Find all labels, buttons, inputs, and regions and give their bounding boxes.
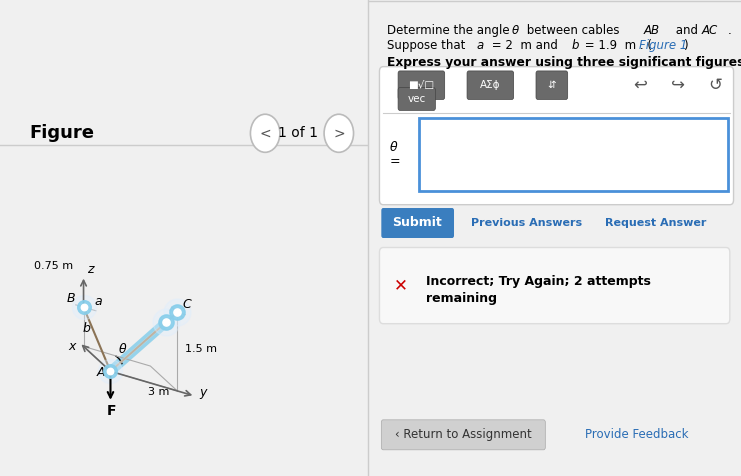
- Text: Previous Answers: Previous Answers: [471, 218, 582, 228]
- Text: Determine the angle: Determine the angle: [387, 24, 514, 38]
- Point: [78, 303, 90, 311]
- Text: =: =: [390, 155, 401, 169]
- Point: [104, 367, 116, 375]
- FancyBboxPatch shape: [382, 420, 545, 450]
- Text: 1 of 1: 1 of 1: [279, 126, 319, 140]
- FancyBboxPatch shape: [398, 71, 445, 99]
- Text: AC: AC: [702, 24, 718, 38]
- Circle shape: [250, 114, 280, 152]
- Text: y: y: [199, 386, 206, 399]
- Text: Express your answer using three significant figures.: Express your answer using three signific…: [387, 56, 741, 69]
- Text: a: a: [476, 39, 484, 52]
- Text: 0.75 m: 0.75 m: [34, 260, 73, 270]
- Text: Submit: Submit: [393, 216, 442, 229]
- Circle shape: [324, 114, 353, 152]
- Point: [104, 367, 116, 375]
- Point: [171, 308, 183, 316]
- Text: 1.5 m: 1.5 m: [185, 344, 216, 354]
- Text: ↺: ↺: [708, 76, 722, 94]
- Text: B: B: [67, 292, 76, 306]
- Text: ): ): [683, 39, 688, 52]
- Text: θ: θ: [390, 141, 397, 154]
- Text: F: F: [107, 404, 116, 417]
- Text: vec: vec: [408, 94, 426, 104]
- Text: Suppose that: Suppose that: [387, 39, 469, 52]
- Text: Incorrect; Try Again; 2 attempts: Incorrect; Try Again; 2 attempts: [426, 275, 651, 288]
- Text: x: x: [68, 339, 76, 353]
- Text: remaining: remaining: [426, 292, 497, 306]
- Text: C: C: [183, 298, 192, 311]
- FancyBboxPatch shape: [379, 248, 730, 324]
- FancyBboxPatch shape: [398, 88, 436, 110]
- Text: = 1.9  m . (: = 1.9 m . (: [582, 39, 653, 52]
- Text: AΣϕ: AΣϕ: [480, 79, 501, 90]
- Text: b: b: [82, 322, 90, 335]
- Point: [171, 308, 183, 316]
- Text: ✕: ✕: [394, 277, 408, 295]
- Point: [104, 367, 116, 375]
- Text: A: A: [96, 366, 105, 379]
- Point: [171, 308, 183, 316]
- Text: and: and: [672, 24, 702, 38]
- Text: b: b: [571, 39, 579, 52]
- Text: between cables: between cables: [523, 24, 623, 38]
- Text: z: z: [87, 263, 93, 277]
- Text: ↪: ↪: [671, 76, 685, 94]
- Text: θ: θ: [119, 343, 126, 356]
- Text: AB: AB: [644, 24, 660, 38]
- Text: >: >: [333, 126, 345, 140]
- Text: .: .: [728, 24, 731, 38]
- Point: [78, 303, 90, 311]
- Point: [160, 318, 172, 326]
- FancyBboxPatch shape: [467, 71, 514, 99]
- FancyBboxPatch shape: [419, 118, 728, 191]
- Text: 3 m: 3 m: [147, 387, 169, 397]
- Text: Figure 1: Figure 1: [639, 39, 687, 52]
- Text: ■√□: ■√□: [408, 79, 434, 90]
- Point: [160, 318, 172, 326]
- Text: Request Answer: Request Answer: [605, 218, 706, 228]
- Text: Figure: Figure: [30, 124, 94, 142]
- Text: = 2  m and: = 2 m and: [488, 39, 561, 52]
- FancyBboxPatch shape: [379, 67, 734, 205]
- Text: ⇵: ⇵: [548, 79, 556, 90]
- Point: [78, 303, 90, 311]
- Text: a: a: [94, 295, 102, 308]
- Text: <: <: [259, 126, 271, 140]
- Text: ↩: ↩: [634, 76, 648, 94]
- Text: θ: θ: [512, 24, 519, 38]
- FancyBboxPatch shape: [536, 71, 568, 99]
- Text: Provide Feedback: Provide Feedback: [585, 428, 688, 441]
- FancyBboxPatch shape: [382, 208, 454, 238]
- Point: [160, 318, 172, 326]
- Text: ‹ Return to Assignment: ‹ Return to Assignment: [395, 428, 532, 441]
